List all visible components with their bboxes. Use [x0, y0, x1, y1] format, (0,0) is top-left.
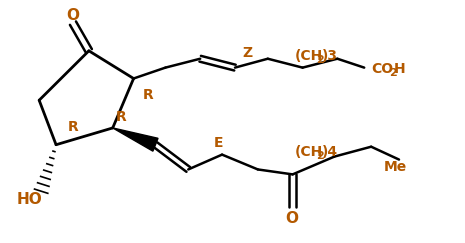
Text: E: E	[213, 136, 223, 150]
Text: R: R	[67, 120, 78, 134]
Text: )4: )4	[321, 145, 338, 159]
Text: 2: 2	[317, 151, 324, 161]
Text: O: O	[285, 211, 298, 226]
Text: 2: 2	[317, 55, 324, 65]
Text: O: O	[66, 8, 80, 23]
Text: CO: CO	[371, 62, 393, 76]
Text: R: R	[143, 88, 154, 102]
Text: H: H	[394, 62, 405, 76]
Text: (CH: (CH	[295, 49, 323, 63]
Text: Me: Me	[384, 160, 407, 174]
Text: )3: )3	[321, 49, 338, 63]
Text: Z: Z	[243, 46, 253, 60]
Text: (CH: (CH	[295, 145, 323, 159]
Text: 2: 2	[389, 68, 397, 78]
Text: HO: HO	[16, 191, 42, 207]
Text: R: R	[115, 110, 126, 124]
Polygon shape	[113, 128, 158, 151]
